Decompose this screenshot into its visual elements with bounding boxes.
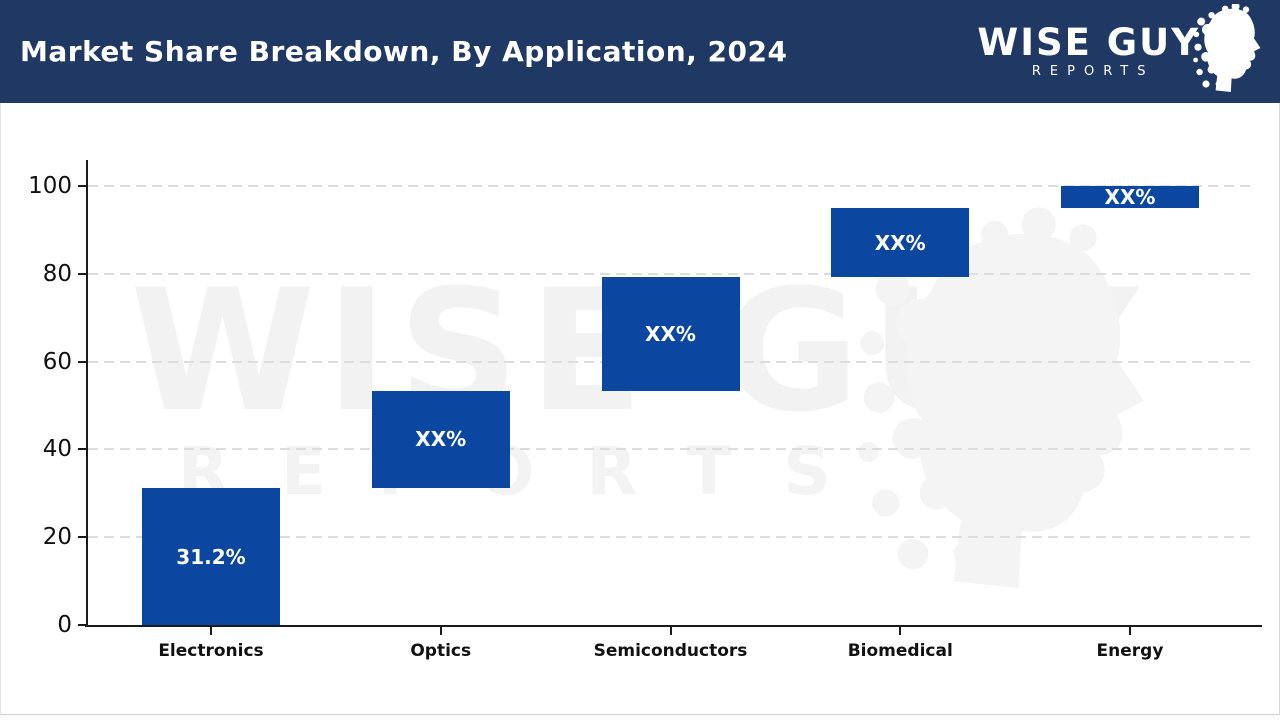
x-tick-optics (439, 627, 442, 635)
header-bar: Market Share Breakdown, By Application, … (0, 0, 1280, 103)
page-title: Market Share Breakdown, By Application, … (20, 35, 788, 68)
y-tick-20 (78, 536, 86, 539)
y-tick-label-80: 80 (42, 260, 72, 287)
x-tick-semiconductors (669, 627, 672, 635)
y-tick-60 (78, 360, 86, 363)
page-bottom-border (0, 714, 1280, 715)
bar-value-label-optics: XX% (415, 427, 467, 452)
bar-value-label-semiconductors: XX% (645, 321, 696, 346)
y-tick-0 (78, 624, 86, 626)
brand-logo: WISE GUY REPORTS (977, 3, 1280, 100)
watermark-text-primary: WISE GUY (130, 253, 1138, 449)
page-left-border (0, 103, 1, 714)
y-tick-100 (78, 185, 86, 187)
gridline-80 (88, 272, 1252, 275)
bar-energy (1061, 186, 1199, 208)
bar-biomedical (831, 207, 970, 278)
category-label-optics: Optics (410, 641, 472, 661)
brand-logo-text: WISE GUY REPORTS (977, 24, 1200, 79)
x-tick-electronics (210, 627, 212, 635)
y-tick-80 (78, 272, 86, 275)
bar-value-label-electronics: 31.2% (176, 544, 246, 569)
category-label-electronics: Electronics (158, 641, 264, 661)
y-tick-40 (78, 448, 86, 451)
watermark-text-secondary: REPORTS (178, 433, 883, 510)
category-label-semiconductors: Semiconductors (593, 641, 748, 661)
gridline-100 (88, 185, 1252, 187)
y-tick-label-0: 0 (57, 612, 72, 638)
wise-guy-head-icon (1193, 3, 1261, 92)
brand-subname: REPORTS (1031, 64, 1155, 79)
bar-semiconductors (601, 277, 740, 391)
bar-optics (371, 390, 510, 489)
gridline-40 (88, 448, 1252, 451)
x-axis (85, 625, 1262, 627)
page-bottom-strip (0, 715, 1280, 720)
chart-canvas: WISE GUY REPORTS 0 20 40 60 80 100 31.2% Electr… (0, 103, 1280, 720)
category-label-energy: Energy (1096, 641, 1164, 661)
brand-name: WISE GUY (977, 21, 1200, 64)
y-tick-label-20: 20 (42, 524, 72, 551)
category-label-biomedical: Biomedical (847, 641, 953, 661)
x-tick-biomedical (899, 627, 902, 635)
y-axis (86, 160, 88, 627)
x-tick-energy (1129, 627, 1131, 635)
gridline-20 (88, 536, 1252, 539)
y-tick-label-100: 100 (28, 173, 72, 199)
y-tick-label-60: 60 (42, 348, 72, 375)
y-tick-label-40: 40 (42, 436, 72, 463)
bar-value-label-biomedical: XX% (874, 230, 926, 255)
bar-electronics (142, 488, 280, 625)
bar-value-label-energy: XX% (1104, 184, 1156, 209)
